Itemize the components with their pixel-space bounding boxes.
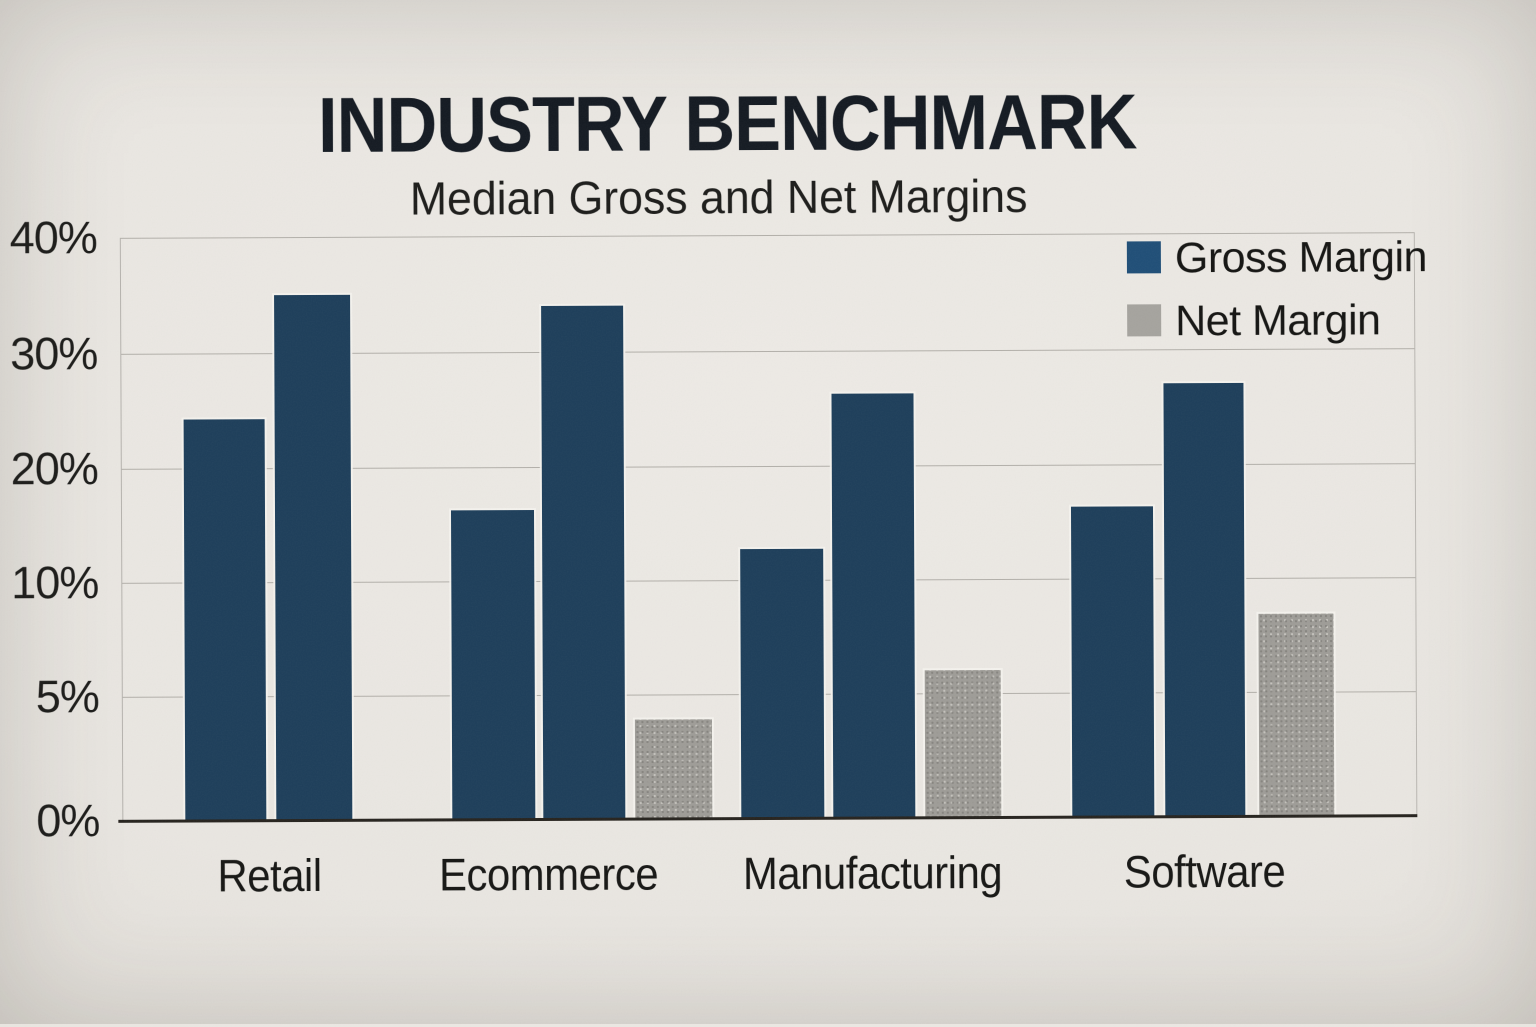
bar-ecommerce-gross-left bbox=[451, 510, 535, 819]
y-axis-labels: 40%30%20%10%5%0% bbox=[0, 0, 1534, 3]
y-tick-label-0: 0% bbox=[3, 798, 99, 844]
y-tick-label-10: 10% bbox=[2, 560, 98, 606]
bar-manufacturing-gross-right bbox=[831, 393, 915, 817]
x-category-label-software: Software bbox=[1046, 845, 1362, 898]
x-category-label-retail: Retail bbox=[111, 849, 427, 902]
y-tick-label-30: 30% bbox=[1, 331, 97, 377]
bar-software-gross-left bbox=[1071, 506, 1154, 816]
legend-swatch-net-icon bbox=[1127, 304, 1161, 336]
bar-retail-gross-left bbox=[184, 419, 267, 820]
bar-ecommerce-gross-right bbox=[541, 306, 625, 819]
bar-manufacturing-net-single bbox=[925, 670, 1002, 817]
x-category-label-manufacturing: Manufacturing bbox=[714, 847, 1030, 900]
legend-swatch-gross-icon bbox=[1127, 241, 1161, 273]
x-category-label-ecommerce: Ecommerce bbox=[390, 848, 706, 901]
chart-title: INDUSTRY BENCHMARK bbox=[318, 76, 1137, 171]
chart-subtitle: Median Gross and Net Margins bbox=[410, 169, 1028, 226]
bar-manufacturing-gross-left bbox=[740, 549, 824, 818]
bar-software-gross-right bbox=[1163, 383, 1245, 816]
legend-label-gross: Gross Margin bbox=[1175, 235, 1427, 280]
legend-label-net: Net Margin bbox=[1175, 298, 1380, 343]
y-tick-label-40: 40% bbox=[1, 215, 97, 261]
bar-retail-gross-right bbox=[274, 295, 352, 820]
y-tick-label-20: 20% bbox=[2, 446, 98, 492]
bar-ecommerce-net-single bbox=[635, 719, 712, 818]
y-tick-label-5: 5% bbox=[3, 674, 99, 720]
bar-software-net-single bbox=[1258, 614, 1334, 816]
